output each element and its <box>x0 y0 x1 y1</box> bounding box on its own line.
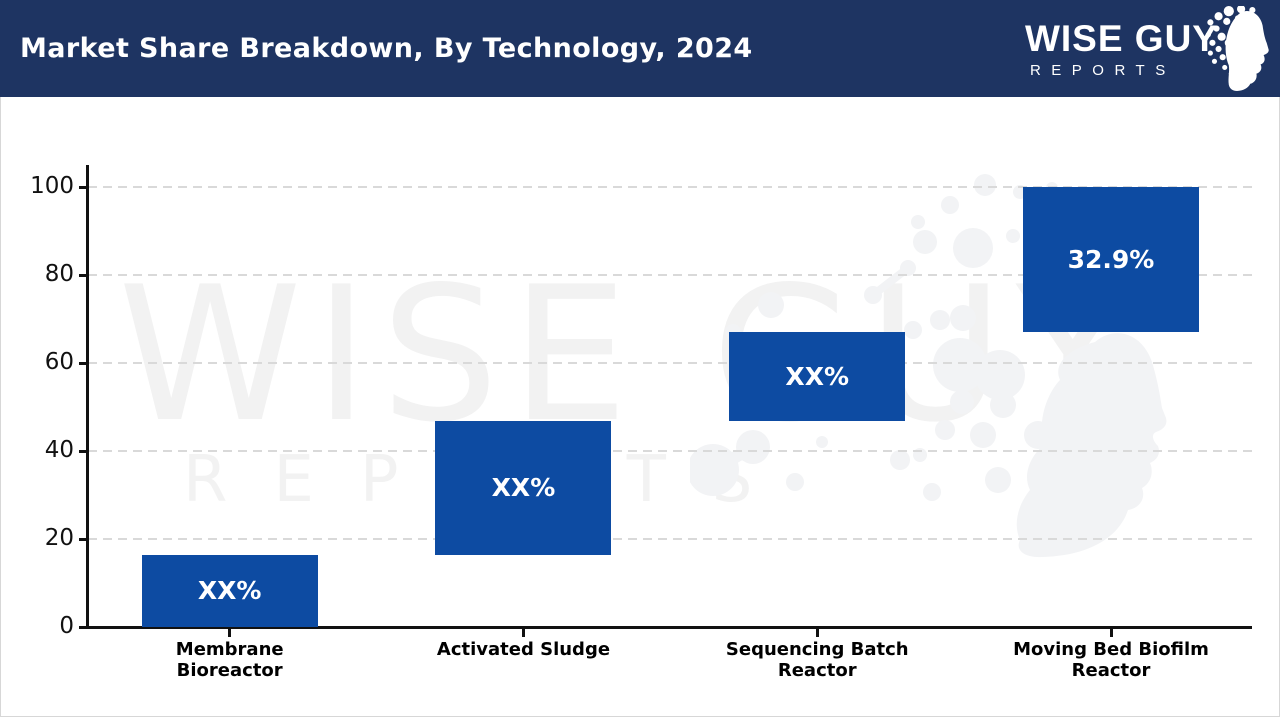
bar: 32.9% <box>1023 187 1199 332</box>
y-tick-mark <box>79 361 87 365</box>
brand-logo: WISE GUY REPORTS <box>1025 6 1270 92</box>
y-tick-mark <box>79 537 87 541</box>
bar: XX% <box>435 420 612 555</box>
grid-line <box>88 186 1252 188</box>
x-tick-mark <box>815 629 819 637</box>
y-tick-label: 100 <box>30 173 74 199</box>
grid-line <box>88 538 1252 540</box>
header-band: Market Share Breakdown, By Technology, 2… <box>0 0 1280 97</box>
y-tick-label: 0 <box>59 613 74 639</box>
x-category-label: Moving Bed Biofilm Reactor <box>1013 639 1209 681</box>
bar-value-label: XX% <box>491 473 556 503</box>
bar-value-label: 32.9% <box>1067 244 1155 274</box>
logo-wordmark: WISE GUY <box>1024 18 1218 59</box>
x-category-label: Sequencing Batch Reactor <box>725 639 909 681</box>
bar: XX% <box>141 554 318 627</box>
logo-subtitle: REPORTS <box>1029 62 1176 79</box>
x-tick-mark <box>521 629 525 637</box>
y-tick-label: 40 <box>44 437 74 463</box>
bar-value-label: XX% <box>785 361 850 391</box>
y-axis-line <box>86 165 89 629</box>
y-tick-label: 20 <box>44 525 74 551</box>
grid-line <box>88 450 1252 452</box>
bar: XX% <box>729 331 906 421</box>
x-category-label: Activated Sludge <box>436 639 611 660</box>
page-title: Market Share Breakdown, By Technology, 2… <box>20 33 753 64</box>
y-tick-mark <box>79 185 87 189</box>
bar-value-label: XX% <box>197 576 262 606</box>
wise-guy-head-icon <box>1205 6 1269 91</box>
y-tick-label: 60 <box>44 349 74 375</box>
y-tick-label: 80 <box>44 261 74 287</box>
grid-line <box>88 274 1252 276</box>
x-tick-mark <box>228 629 232 637</box>
y-tick-mark <box>79 449 87 453</box>
y-tick-mark <box>79 273 87 277</box>
grid-line <box>88 362 1252 364</box>
x-axis-line <box>86 626 1252 629</box>
x-tick-mark <box>1109 629 1113 637</box>
x-category-label: Membrane Bioreactor <box>175 639 284 681</box>
y-tick-mark <box>79 625 87 629</box>
